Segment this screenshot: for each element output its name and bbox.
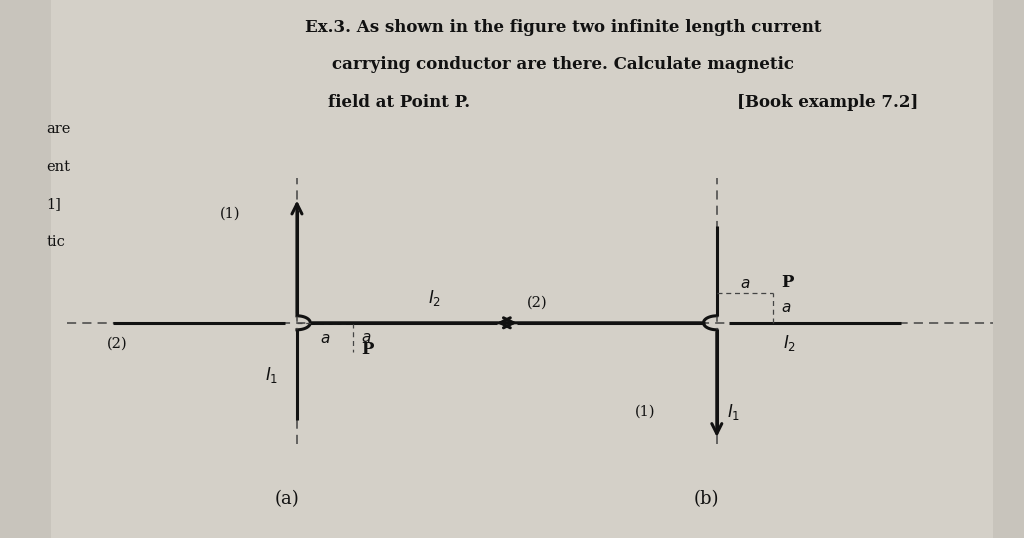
- Text: P: P: [781, 273, 794, 291]
- Text: $I_2$: $I_2$: [428, 288, 440, 308]
- Text: $I_2$: $I_2$: [783, 333, 797, 353]
- Text: are: are: [46, 122, 71, 136]
- Text: (2): (2): [527, 295, 548, 309]
- Text: ent: ent: [46, 160, 70, 174]
- Text: Ex.3. As shown in the figure two infinite length current: Ex.3. As shown in the figure two infinit…: [305, 19, 821, 36]
- Text: (b): (b): [694, 491, 719, 508]
- Text: (a): (a): [274, 491, 299, 508]
- Text: $I_1$: $I_1$: [265, 365, 279, 385]
- Text: $a$: $a$: [739, 277, 751, 291]
- Text: $a$: $a$: [361, 330, 372, 345]
- Text: carrying conductor are there. Calculate magnetic: carrying conductor are there. Calculate …: [332, 56, 795, 74]
- Text: [Book example 7.2]: [Book example 7.2]: [737, 94, 919, 111]
- Text: (1): (1): [635, 405, 655, 419]
- Text: $a$: $a$: [319, 332, 331, 346]
- Text: P: P: [361, 341, 374, 358]
- Text: field at Point P.: field at Point P.: [328, 94, 470, 111]
- Text: tic: tic: [46, 235, 65, 249]
- Text: $I_1$: $I_1$: [727, 401, 740, 422]
- Text: (1): (1): [220, 207, 241, 221]
- Text: $a$: $a$: [781, 301, 792, 315]
- Text: (2): (2): [108, 336, 128, 350]
- FancyBboxPatch shape: [51, 0, 993, 538]
- Text: 1]: 1]: [46, 197, 61, 211]
